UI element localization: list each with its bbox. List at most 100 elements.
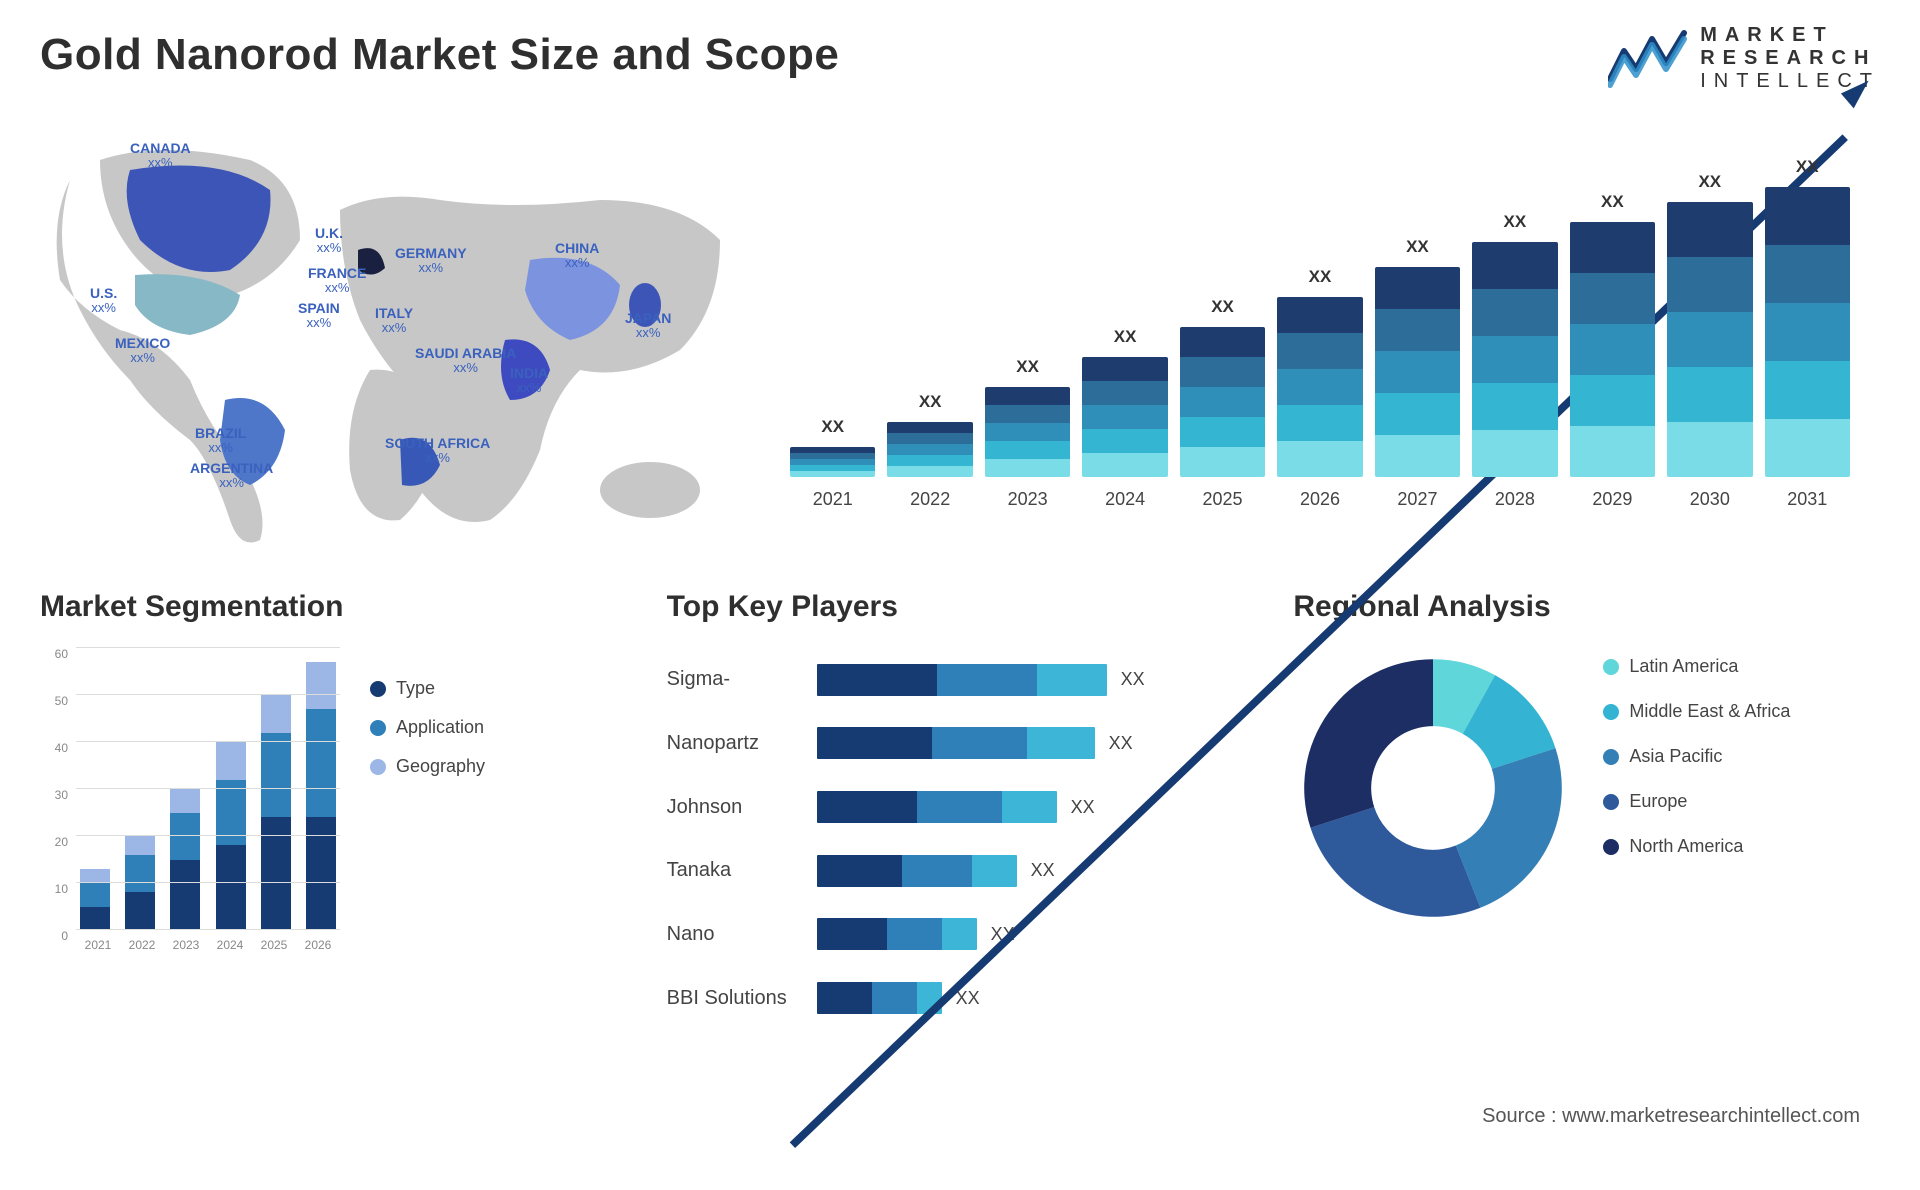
- legend-swatch-icon: [1603, 659, 1619, 675]
- seg-chart-column: [121, 836, 158, 930]
- bar-category-label: 2026: [1300, 489, 1340, 510]
- bar-value-label: XX: [956, 988, 980, 1009]
- gridline: [76, 882, 340, 883]
- y-tick: 60: [40, 647, 68, 661]
- bar-category-label: 2029: [1592, 489, 1632, 510]
- bar-segment: [306, 662, 336, 709]
- bar-segment: [1472, 289, 1557, 336]
- bar-stack: [80, 869, 110, 930]
- bar-stack: [1667, 202, 1752, 477]
- map-label: U.K.xx%: [315, 225, 343, 256]
- bar-segment: [170, 789, 200, 813]
- bar-category-label: 2026: [305, 938, 332, 952]
- bar-value-label: XX: [1071, 797, 1095, 818]
- bar-value-label: XX: [1109, 733, 1133, 754]
- legend-label: Type: [396, 678, 435, 699]
- y-tick: 0: [40, 929, 68, 943]
- bar-stack: [817, 918, 977, 950]
- bar-value-label: XX: [1309, 267, 1332, 287]
- bar-segment: [1375, 267, 1460, 309]
- bar-category-label: 2025: [261, 938, 288, 952]
- bar-segment: [261, 733, 291, 818]
- bar-category-label: 2024: [217, 938, 244, 952]
- segmentation-panel: Market Segmentation 0102030405060 202120…: [40, 590, 627, 1030]
- logo-line-1: MARKET: [1700, 24, 1880, 47]
- map-label: SAUDI ARABIAxx%: [415, 345, 516, 376]
- bar-segment: [125, 892, 155, 930]
- bar-segment: [1570, 426, 1655, 477]
- bar-segment: [1375, 309, 1460, 351]
- bar-category-label: 2022: [129, 938, 156, 952]
- main-chart-column: XX2021: [790, 417, 875, 510]
- kp-row: XX: [817, 727, 1254, 759]
- kp-row: XX: [817, 918, 1254, 950]
- bar-segment: [1180, 327, 1265, 357]
- bar-segment: [1667, 312, 1752, 367]
- main-chart-column: XX 2027: [1375, 237, 1460, 510]
- gridline: [76, 835, 340, 836]
- logo-mark-icon: [1608, 29, 1688, 89]
- bar-segment: [985, 423, 1070, 441]
- bar-segment: [1570, 222, 1655, 273]
- gridline: [76, 694, 340, 695]
- bar-segment: [887, 918, 942, 950]
- bar-segment: [985, 387, 1070, 405]
- bar-category-label: 2027: [1397, 489, 1437, 510]
- map-label: SOUTH AFRICAxx%: [385, 435, 490, 466]
- bar-stack: [817, 791, 1057, 823]
- legend-label: Application: [396, 717, 484, 738]
- bar-segment: [1667, 367, 1752, 422]
- bar-category-label: 2030: [1690, 489, 1730, 510]
- bar-segment: [1082, 357, 1167, 381]
- bar-value-label: XX: [1406, 237, 1429, 257]
- bar-segment: [216, 742, 246, 780]
- legend-item: Latin America: [1603, 656, 1790, 677]
- legend-item: North America: [1603, 836, 1790, 857]
- main-chart-column: XX 2026: [1277, 267, 1362, 510]
- bar-segment: [170, 860, 200, 931]
- kp-row-label: Nanopartz: [667, 732, 797, 755]
- bar-segment: [1375, 351, 1460, 393]
- bar-stack: [887, 422, 972, 477]
- bar-value-label: XX: [1796, 157, 1819, 177]
- bar-segment: [1277, 297, 1362, 333]
- bar-segment: [1375, 435, 1460, 477]
- segmentation-legend: TypeApplicationGeography: [370, 648, 485, 1030]
- legend-swatch-icon: [1603, 794, 1619, 810]
- legend-swatch-icon: [370, 720, 386, 736]
- map-label: JAPANxx%: [625, 310, 671, 341]
- bar-segment: [1765, 361, 1850, 419]
- main-chart-column: XX2023: [985, 357, 1070, 510]
- bar-value-label: XX: [1211, 297, 1234, 317]
- map-label: BRAZILxx%: [195, 425, 246, 456]
- seg-chart-column: [76, 869, 113, 930]
- gridline: [76, 788, 340, 789]
- bar-segment: [1375, 393, 1460, 435]
- bar-category-label: 2021: [813, 489, 853, 510]
- bar-segment: [817, 918, 887, 950]
- legend-item: Type: [370, 678, 485, 699]
- bar-value-label: XX: [1016, 357, 1039, 377]
- y-tick: 10: [40, 882, 68, 896]
- bar-segment: [1277, 333, 1362, 369]
- bar-segment: [937, 664, 1037, 696]
- bar-value-label: XX: [1698, 172, 1721, 192]
- regional-panel: Regional Analysis Latin AmericaMiddle Ea…: [1293, 590, 1880, 1030]
- bar-category-label: 2031: [1787, 489, 1827, 510]
- donut-slice: [1311, 807, 1481, 917]
- bar-segment: [985, 459, 1070, 477]
- map-label: ARGENTINAxx%: [190, 460, 273, 491]
- bar-category-label: 2024: [1105, 489, 1145, 510]
- map-label: GERMANYxx%: [395, 245, 467, 276]
- legend-item: Asia Pacific: [1603, 746, 1790, 767]
- bar-stack: [1570, 222, 1655, 477]
- legend-swatch-icon: [1603, 749, 1619, 765]
- legend-item: Europe: [1603, 791, 1790, 812]
- bar-stack: [216, 742, 246, 930]
- bar-segment: [261, 695, 291, 733]
- gridline: [76, 929, 340, 930]
- bar-segment: [125, 855, 155, 893]
- bar-segment: [170, 813, 200, 860]
- bar-stack: [985, 387, 1070, 477]
- kp-row: XX: [817, 982, 1254, 1014]
